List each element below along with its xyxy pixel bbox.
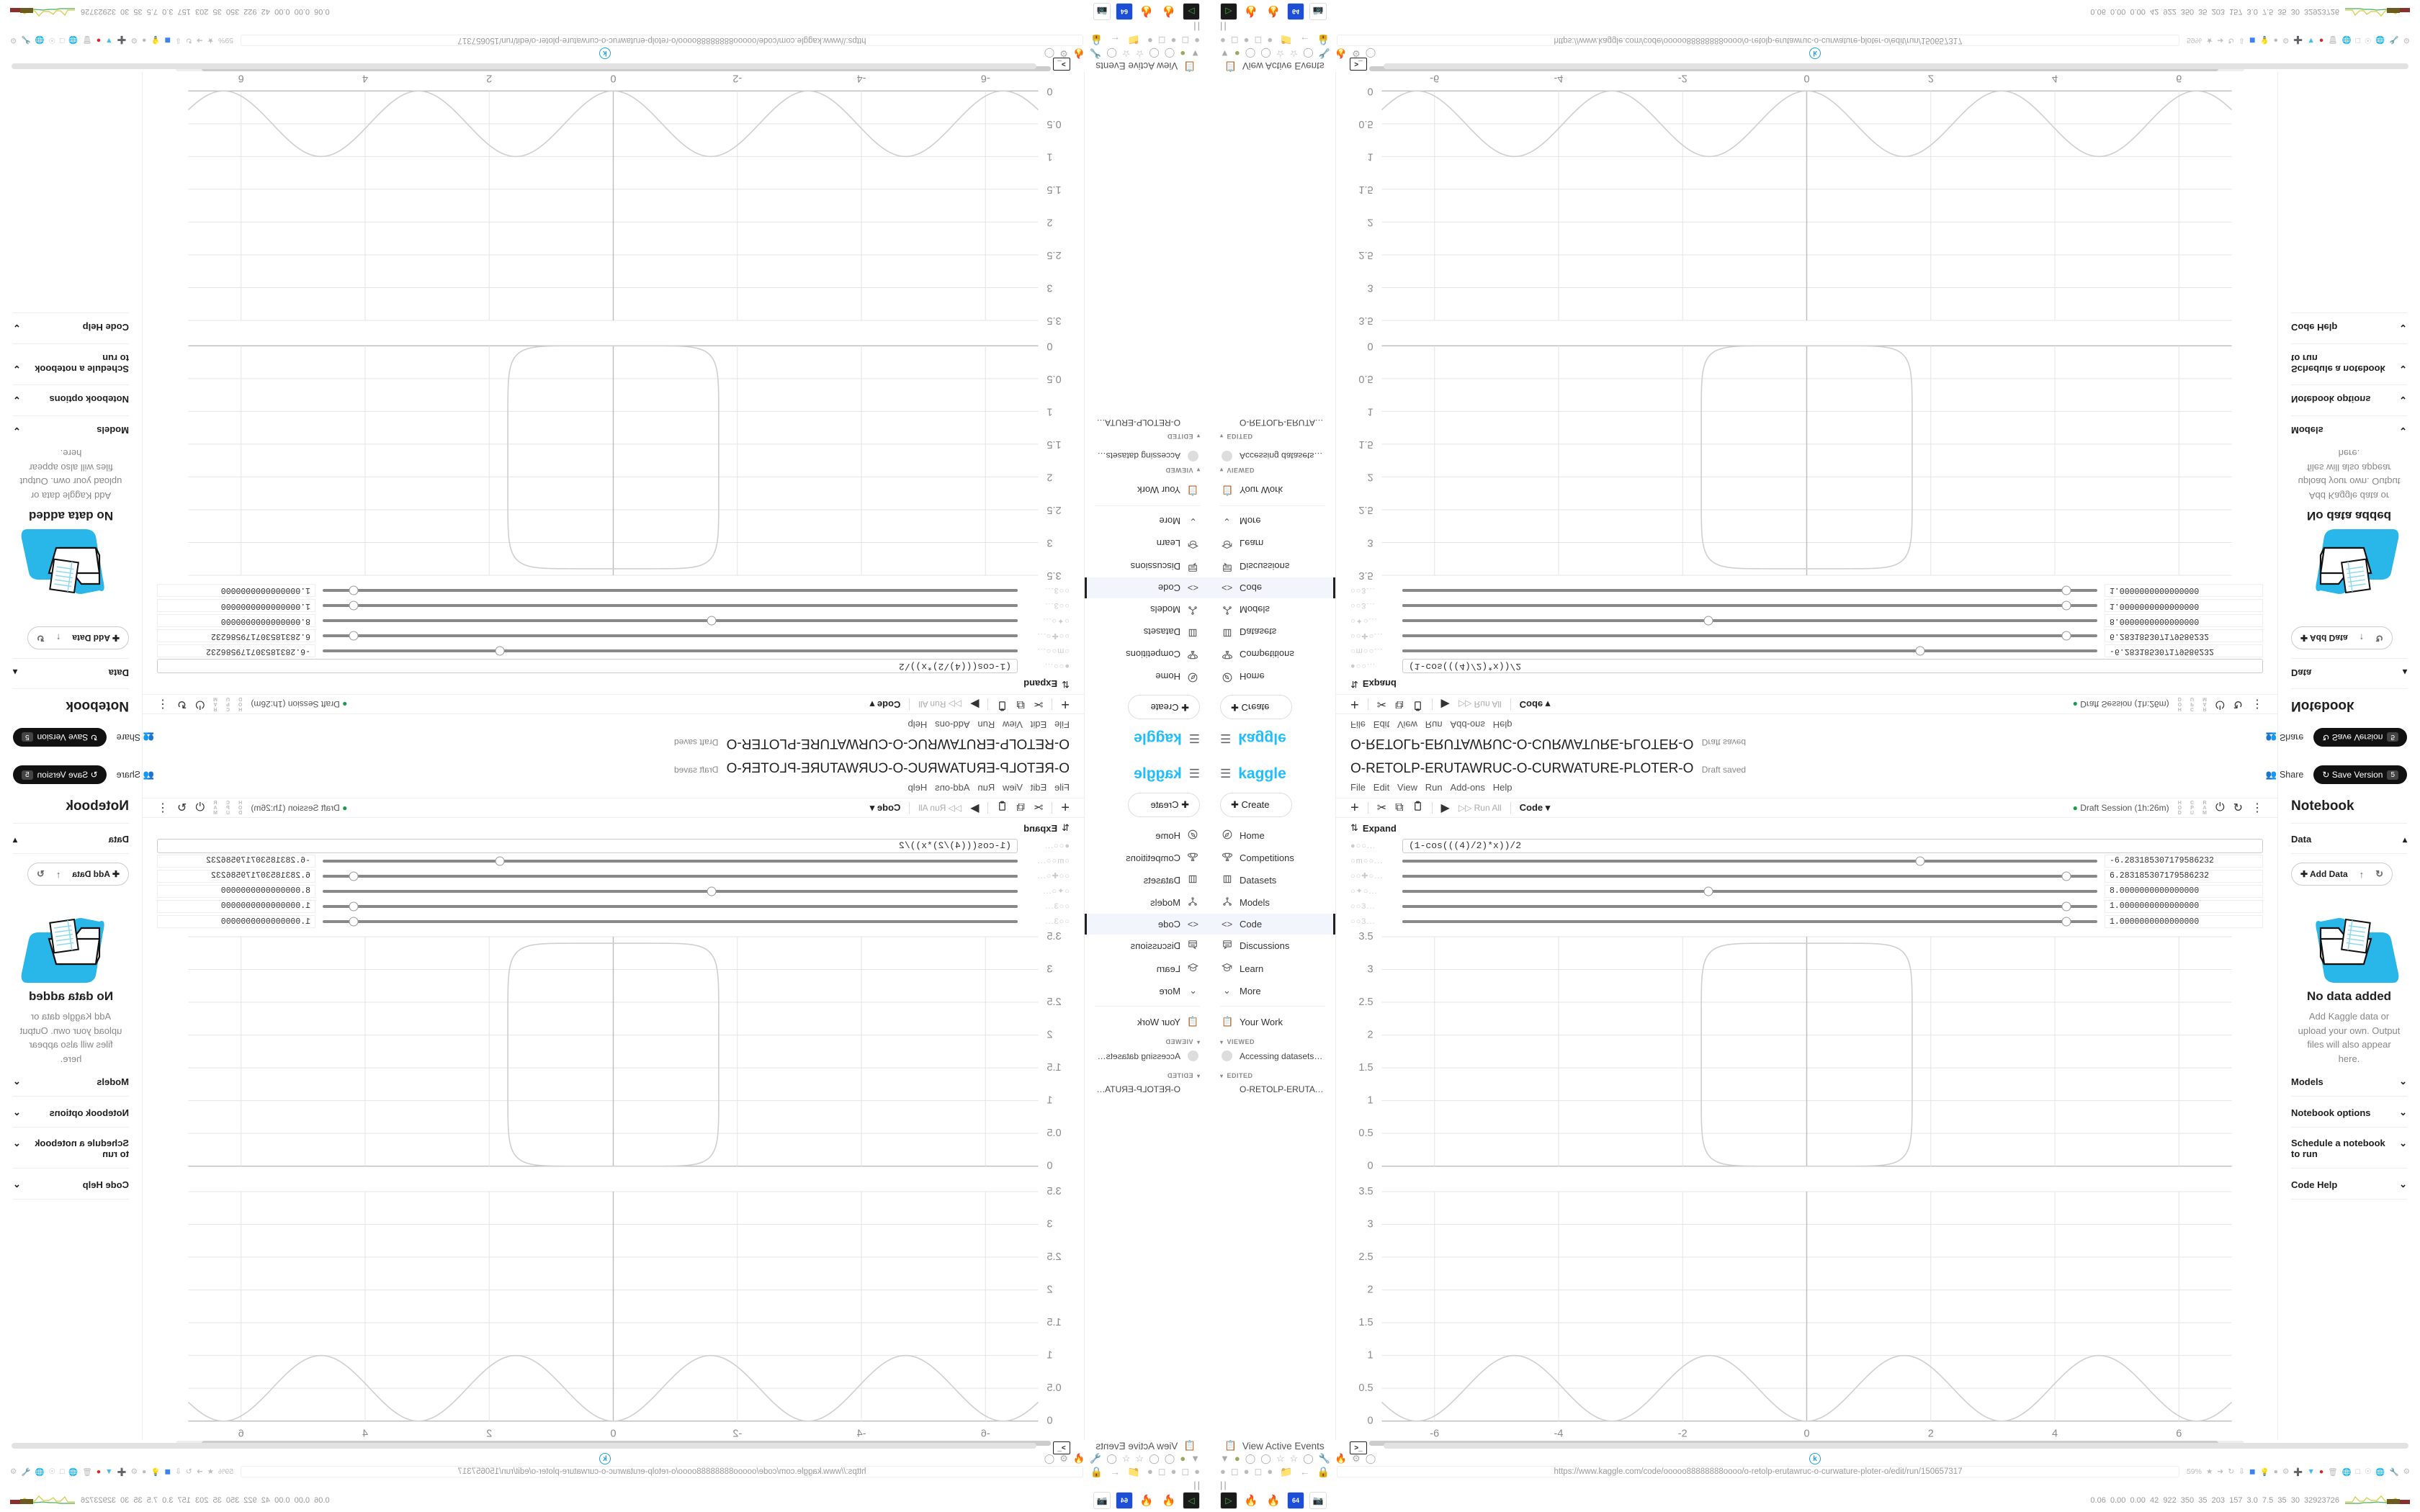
- svg-text:3.5: 3.5: [1047, 315, 1061, 326]
- svg-text:1: 1: [1367, 1094, 1373, 1106]
- svg-text:1: 1: [1047, 151, 1052, 163]
- svg-text:0.5: 0.5: [1358, 1382, 1373, 1394]
- svg-text:2.5: 2.5: [1047, 504, 1061, 516]
- svg-text:2: 2: [1367, 1029, 1373, 1040]
- svg-text:2: 2: [1047, 472, 1052, 483]
- svg-text:3.5: 3.5: [1047, 1186, 1061, 1197]
- svg-text:0.5: 0.5: [1358, 373, 1373, 384]
- svg-text:6: 6: [2176, 73, 2182, 84]
- svg-text:-4: -4: [857, 73, 866, 84]
- svg-text:2.5: 2.5: [1047, 996, 1061, 1008]
- svg-text:1: 1: [1047, 1349, 1052, 1361]
- svg-text:2: 2: [1367, 472, 1373, 483]
- svg-text:2.5: 2.5: [1358, 504, 1373, 516]
- svg-text:1: 1: [1367, 406, 1373, 418]
- svg-text:-6: -6: [1430, 1428, 1439, 1439]
- svg-text:1: 1: [1047, 1094, 1052, 1106]
- svg-text:-6: -6: [981, 1428, 990, 1439]
- svg-text:0: 0: [610, 73, 616, 84]
- svg-text:0.5: 0.5: [1358, 118, 1373, 130]
- svg-text:0.5: 0.5: [1047, 1382, 1061, 1394]
- svg-text:0.5: 0.5: [1047, 373, 1061, 384]
- svg-text:3: 3: [1047, 1218, 1052, 1230]
- svg-text:4: 4: [2052, 1428, 2058, 1439]
- svg-text:4: 4: [2052, 73, 2058, 84]
- svg-text:3.5: 3.5: [1358, 1186, 1373, 1197]
- svg-text:2: 2: [1367, 217, 1373, 228]
- svg-text:0: 0: [1047, 1415, 1052, 1426]
- svg-text:1: 1: [1367, 151, 1373, 163]
- svg-text:1.5: 1.5: [1047, 1317, 1061, 1328]
- svg-text:0: 0: [1047, 1160, 1052, 1171]
- svg-text:2: 2: [1367, 1284, 1373, 1295]
- svg-text:0.5: 0.5: [1047, 118, 1061, 130]
- svg-text:-2: -2: [1678, 73, 1688, 84]
- svg-text:0: 0: [1367, 341, 1373, 352]
- svg-text:2: 2: [1928, 73, 1934, 84]
- svg-text:2.5: 2.5: [1358, 249, 1373, 261]
- svg-text:3: 3: [1047, 537, 1052, 549]
- svg-text:3.5: 3.5: [1047, 931, 1061, 942]
- svg-text:-2: -2: [1678, 1428, 1688, 1439]
- svg-text:1.5: 1.5: [1358, 1062, 1373, 1074]
- svg-text:0: 0: [1803, 73, 1809, 84]
- svg-text:-2: -2: [732, 1428, 742, 1439]
- svg-text:0.5: 0.5: [1047, 1128, 1061, 1139]
- svg-text:0: 0: [1367, 1415, 1373, 1426]
- svg-text:0: 0: [1047, 341, 1052, 352]
- svg-text:1.5: 1.5: [1358, 438, 1373, 450]
- svg-text:1: 1: [1047, 406, 1052, 418]
- svg-text:0: 0: [610, 1428, 616, 1439]
- svg-text:2.5: 2.5: [1047, 1251, 1061, 1263]
- svg-text:3: 3: [1047, 963, 1052, 975]
- svg-text:-4: -4: [1554, 1428, 1564, 1439]
- svg-text:4: 4: [362, 1428, 368, 1439]
- svg-text:0.5: 0.5: [1358, 1128, 1373, 1139]
- svg-text:3: 3: [1367, 282, 1373, 294]
- svg-text:4: 4: [362, 73, 368, 84]
- svg-text:2: 2: [1928, 1428, 1934, 1439]
- svg-text:0: 0: [1367, 86, 1373, 97]
- svg-text:6: 6: [238, 1428, 244, 1439]
- svg-text:3.5: 3.5: [1358, 570, 1373, 581]
- svg-text:-2: -2: [732, 73, 742, 84]
- svg-text:2: 2: [486, 1428, 492, 1439]
- svg-text:3.5: 3.5: [1358, 315, 1373, 326]
- svg-text:-6: -6: [981, 73, 990, 84]
- svg-text:1.5: 1.5: [1047, 184, 1061, 195]
- svg-text:3: 3: [1047, 282, 1052, 294]
- svg-text:2.5: 2.5: [1358, 996, 1373, 1008]
- svg-text:2: 2: [1047, 217, 1052, 228]
- svg-text:6: 6: [238, 73, 244, 84]
- svg-text:1.5: 1.5: [1047, 1062, 1061, 1074]
- svg-text:2: 2: [1047, 1029, 1052, 1040]
- svg-text:-4: -4: [1554, 73, 1564, 84]
- svg-text:3.5: 3.5: [1047, 570, 1061, 581]
- svg-text:0: 0: [1803, 1428, 1809, 1439]
- svg-text:1: 1: [1367, 1349, 1373, 1361]
- svg-text:3: 3: [1367, 1218, 1373, 1230]
- svg-text:6: 6: [2176, 1428, 2182, 1439]
- svg-text:0: 0: [1367, 1160, 1373, 1171]
- svg-text:1.5: 1.5: [1358, 1317, 1373, 1328]
- svg-text:2: 2: [1047, 1284, 1052, 1295]
- svg-text:3: 3: [1367, 963, 1373, 975]
- svg-text:-4: -4: [857, 1428, 866, 1439]
- svg-text:1.5: 1.5: [1047, 438, 1061, 450]
- svg-text:2.5: 2.5: [1358, 1251, 1373, 1263]
- svg-text:3: 3: [1367, 537, 1373, 549]
- svg-text:2.5: 2.5: [1047, 249, 1061, 261]
- svg-text:3.5: 3.5: [1358, 931, 1373, 942]
- svg-text:1.5: 1.5: [1358, 184, 1373, 195]
- svg-text:-6: -6: [1430, 73, 1439, 84]
- svg-text:2: 2: [486, 73, 492, 84]
- svg-text:0: 0: [1047, 86, 1052, 97]
